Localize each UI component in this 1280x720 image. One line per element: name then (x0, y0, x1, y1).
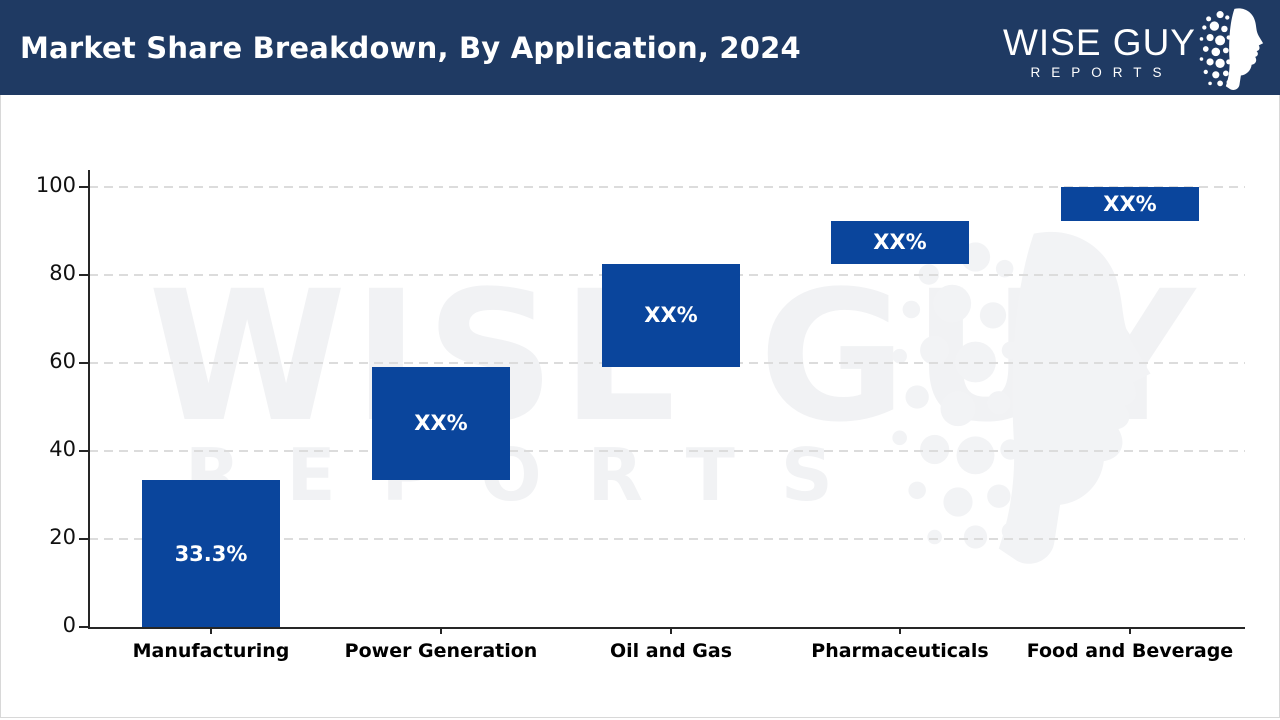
chart-title: Market Share Breakdown, By Application, … (20, 30, 801, 65)
logo-reports-label: REPORTS (1030, 65, 1173, 80)
bar-value-label-pharmaceuticals: XX% (873, 230, 927, 255)
y-tick-mark-0 (79, 626, 88, 628)
x-tick-mark-pharmaceuticals (899, 627, 901, 634)
bar-food-and-beverage: XX% (1061, 187, 1199, 222)
y-tick-mark-80 (79, 274, 88, 276)
x-tick-mark-food-and-beverage (1129, 627, 1131, 634)
gridline-20 (89, 538, 1245, 540)
bar-value-label-oil-and-gas: XX% (644, 303, 698, 328)
y-tick-mark-60 (79, 362, 88, 364)
y-tick-mark-100 (79, 186, 88, 188)
wise-guy-reports-logo: WISE GUY REPORTS (1003, 6, 1268, 92)
bar-pharmaceuticals: XX% (831, 221, 969, 264)
logo-wise-guy-label: WISE GUY (1002, 22, 1196, 63)
bar-power-generation: XX% (372, 366, 510, 481)
y-tick-label-40: 40 (49, 437, 76, 461)
gridline-100 (89, 186, 1245, 188)
bar-value-label-power-generation: XX% (414, 411, 468, 436)
y-tick-label-100: 100 (35, 173, 76, 197)
header-bar: Market Share Breakdown, By Application, … (0, 0, 1280, 95)
x-tick-mark-power-generation (440, 627, 442, 634)
x-axis-line (88, 627, 1245, 629)
bar-value-label-manufacturing: 33.3% (174, 541, 248, 566)
x-axis-label-power-generation: Power Generation (344, 640, 538, 662)
watermark-reports: REPORTS (185, 433, 879, 517)
logo-text: WISE GUY REPORTS (1003, 24, 1196, 80)
logo-head-icon (1199, 8, 1264, 90)
x-tick-mark-oil-and-gas (670, 627, 672, 634)
bar-value-label-food-and-beverage: XX% (1103, 192, 1157, 217)
y-tick-label-20: 20 (49, 525, 76, 549)
x-axis-label-manufacturing: Manufacturing (132, 640, 290, 662)
x-axis-label-oil-and-gas: Oil and Gas (609, 640, 733, 662)
x-tick-mark-manufacturing (210, 627, 212, 634)
x-axis-label-food-and-beverage: Food and Beverage (1026, 640, 1234, 662)
y-tick-mark-40 (79, 450, 88, 452)
bar-manufacturing: 33.3% (142, 480, 280, 627)
y-tick-mark-20 (79, 538, 88, 540)
y-axis-line (88, 170, 90, 629)
gridline-40 (89, 450, 1245, 452)
y-tick-label-80: 80 (49, 261, 76, 285)
bar-oil-and-gas: XX% (602, 263, 740, 367)
x-axis-label-pharmaceuticals: Pharmaceuticals (811, 640, 989, 662)
y-tick-label-60: 60 (49, 349, 76, 373)
y-tick-label-0: 0 (62, 613, 76, 637)
